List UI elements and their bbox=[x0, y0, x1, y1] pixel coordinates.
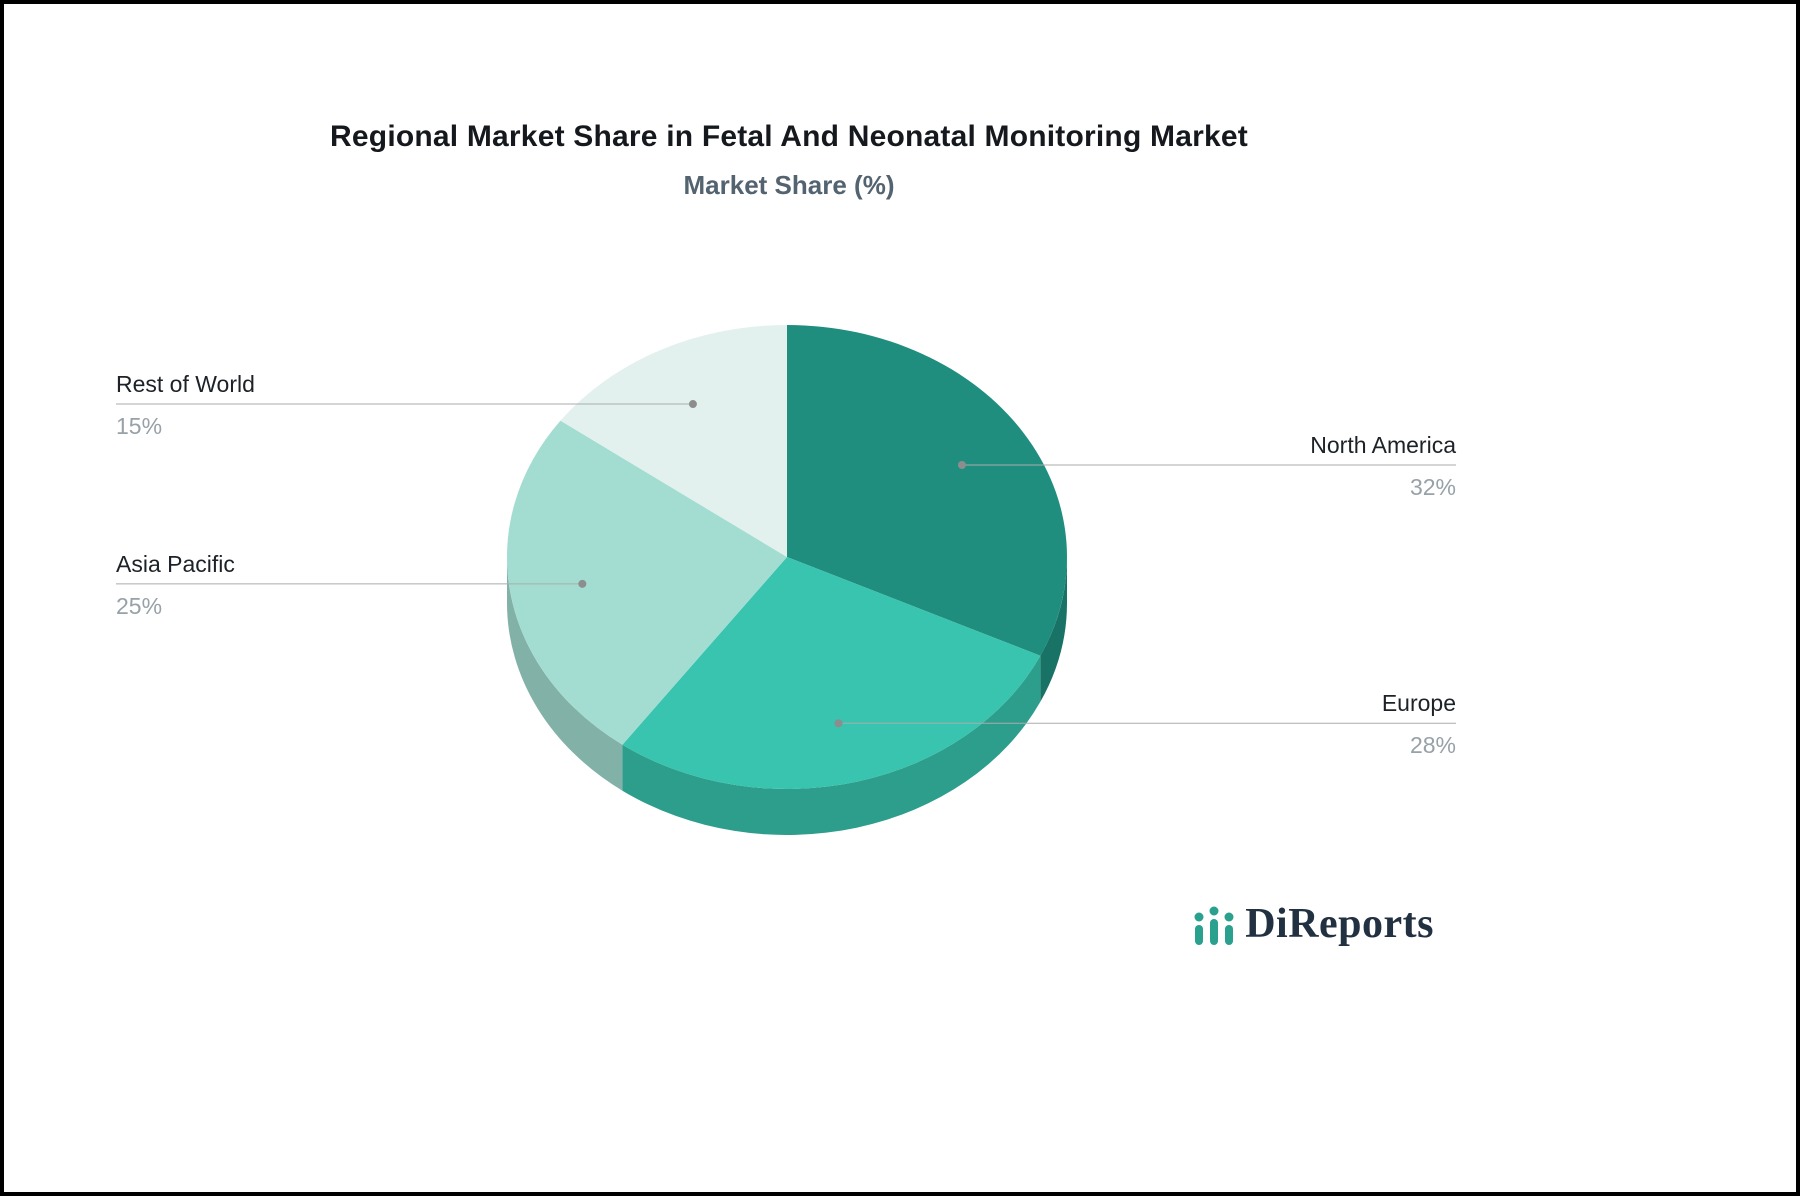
pie-slice-label: Rest of World bbox=[116, 371, 255, 398]
pie-slice-side-europe bbox=[622, 655, 1041, 835]
pie-slice-europe bbox=[622, 557, 1041, 789]
direports-logo: DiReports bbox=[1192, 900, 1434, 948]
pie-slice-label: Asia Pacific bbox=[116, 550, 235, 577]
callout-dot-rest-of-world bbox=[688, 400, 697, 409]
pie-slice-side-north-america bbox=[1040, 557, 1067, 702]
direports-logo-text: DiReports bbox=[1245, 901, 1434, 947]
pie-slice-asia-pacific bbox=[506, 420, 787, 745]
callout-dot-asia-pacific bbox=[578, 579, 587, 588]
pie-slice-north-america bbox=[787, 325, 1067, 656]
pie-slice-value: 15% bbox=[116, 413, 163, 440]
pie-slice-label: North America bbox=[1310, 432, 1456, 458]
bar-chart-icon bbox=[1194, 906, 1234, 945]
chart-title: Regional Market Share in Fetal And Neona… bbox=[330, 120, 1248, 153]
pie-slice-value: 32% bbox=[1409, 474, 1456, 500]
pie-slice-value: 25% bbox=[116, 592, 163, 619]
pie-slice-label: Europe bbox=[1381, 690, 1456, 717]
callout-dot-north-america bbox=[957, 461, 966, 470]
chart-subtitle: Market Share (%) bbox=[683, 170, 895, 200]
pie-slice-value: 28% bbox=[1409, 732, 1456, 759]
pie-slice-rest-of-world bbox=[560, 325, 787, 557]
pie-chart bbox=[116, 325, 1456, 835]
callout-dot-europe bbox=[834, 719, 843, 728]
pie-slice-side-asia-pacific bbox=[507, 557, 623, 791]
